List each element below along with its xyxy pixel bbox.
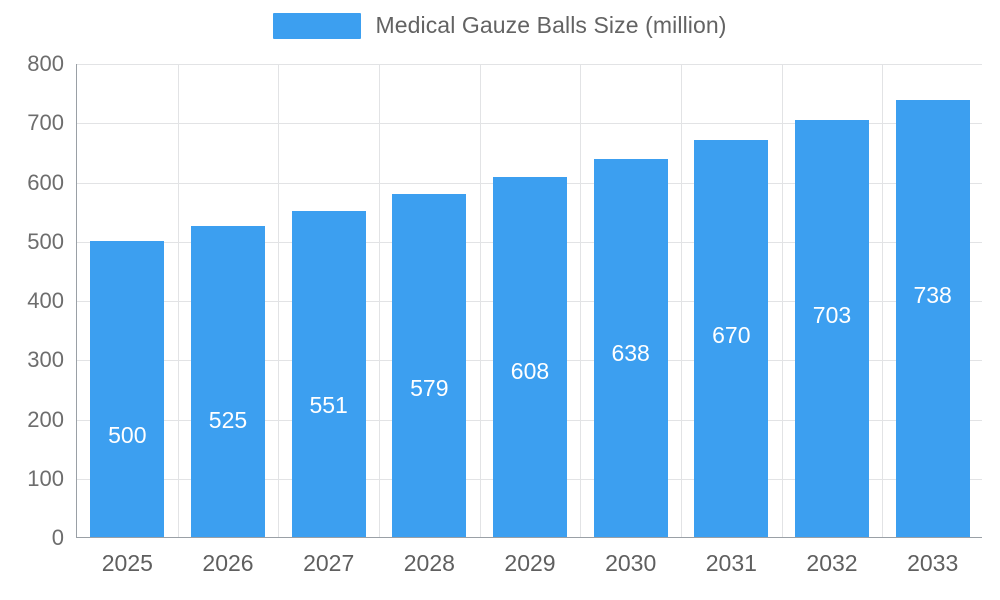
- bar-2033[interactable]: [895, 99, 970, 537]
- vgridline-3: [379, 64, 380, 537]
- bar-group-2033: 738 2033: [882, 64, 983, 576]
- bar-group-2032: 703 2032: [782, 64, 883, 576]
- legend-swatch-medical-gauze-balls-size[interactable]: [273, 12, 362, 39]
- bar-2031[interactable]: [694, 140, 769, 537]
- vgridline-7: [781, 64, 783, 537]
- x-tick-2032: 2032: [806, 550, 858, 576]
- bar-series-medical-gauze-balls-size: 500 2025 525 2026 551 2027 579 2028 608: [77, 64, 983, 576]
- y-tick-600: 600: [27, 169, 64, 195]
- y-tick-500: 500: [27, 228, 64, 254]
- vgridline-1: [177, 64, 179, 537]
- bar-2028[interactable]: [392, 193, 467, 537]
- bar-value-2030: 638: [611, 340, 650, 366]
- chart-legend: Medical Gauze Balls Size (million): [0, 12, 1000, 39]
- bar-value-2026: 525: [208, 407, 248, 433]
- y-tick-300: 300: [27, 347, 64, 373]
- x-tick-2026: 2026: [202, 550, 254, 576]
- bar-group-2026: 525 2026: [178, 64, 279, 576]
- vgridline-8: [882, 64, 884, 537]
- vgridline-5: [580, 64, 582, 537]
- y-tick-800: 800: [27, 51, 64, 76]
- y-tick-0: 0: [51, 525, 64, 550]
- gridline-700: [77, 123, 982, 125]
- bar-2032[interactable]: [794, 120, 869, 537]
- bar-value-2025: 500: [108, 422, 147, 448]
- bar-value-2032: 703: [812, 302, 852, 328]
- vgridline-2: [278, 64, 280, 537]
- bar-value-2033: 738: [913, 282, 952, 308]
- bar-group-2031: 670 2031: [681, 64, 782, 576]
- bar-2025[interactable]: [90, 240, 165, 537]
- bar-2029[interactable]: [492, 176, 567, 537]
- bar-2027[interactable]: [291, 210, 366, 537]
- vgridline-4: [479, 64, 481, 537]
- x-tick-2030: 2030: [605, 550, 657, 576]
- y-tick-700: 700: [27, 110, 64, 136]
- x-tick-2031: 2031: [705, 550, 757, 576]
- bar-value-2031: 670: [712, 322, 751, 348]
- y-axis-ticks: 0 100 200 300 400 500 600 700 800: [0, 51, 76, 550]
- bar-value-2029: 608: [510, 358, 550, 384]
- bar-group-2027: 551 2027: [278, 64, 379, 576]
- bar-2030[interactable]: [593, 158, 668, 537]
- plot-area: 500 2025 525 2026 551 2027 579 2028 608: [76, 64, 983, 576]
- y-tick-200: 200: [27, 406, 64, 432]
- bar-group-2029: 608 2029: [480, 64, 581, 576]
- x-tick-2033: 2033: [907, 550, 959, 576]
- y-tick-100: 100: [27, 465, 64, 491]
- bar-2026[interactable]: [190, 225, 265, 537]
- y-tick-400: 400: [27, 288, 64, 313]
- vgridline-6: [681, 64, 682, 537]
- gridline-800: [77, 64, 982, 65]
- bar-group-2028: 579 2028: [379, 64, 480, 576]
- x-tick-2028: 2028: [403, 550, 455, 576]
- bar-group-2025: 500 2025: [77, 64, 178, 576]
- x-tick-2029: 2029: [504, 550, 556, 576]
- bar-value-2027: 551: [309, 392, 348, 418]
- x-tick-2027: 2027: [303, 550, 355, 576]
- legend-label-medical-gauze-balls-size: Medical Gauze Balls Size (million): [375, 12, 727, 38]
- bar-value-2028: 579: [410, 375, 449, 401]
- x-tick-2025: 2025: [101, 550, 153, 576]
- bar-group-2030: 638 2030: [580, 64, 681, 576]
